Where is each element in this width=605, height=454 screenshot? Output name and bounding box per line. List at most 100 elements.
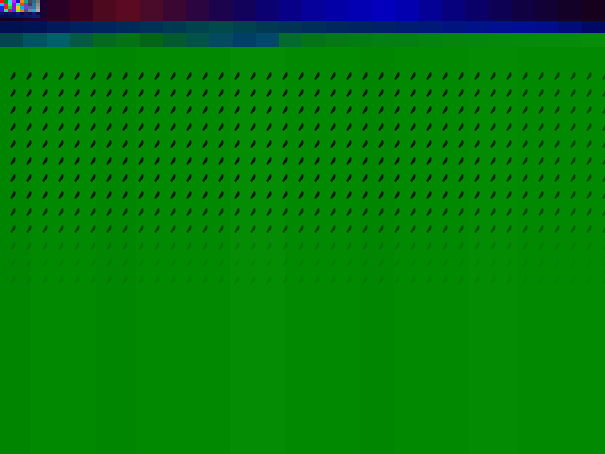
slash-mark bbox=[570, 242, 577, 250]
slash-mark bbox=[218, 106, 225, 114]
slash-mark bbox=[74, 276, 81, 284]
slash-mark bbox=[314, 157, 321, 165]
slash-mark bbox=[314, 225, 321, 233]
slash-mark bbox=[362, 89, 369, 97]
noise-pixel bbox=[24, 3, 28, 6]
slash-mark bbox=[74, 157, 81, 165]
noise-pixel bbox=[12, 9, 16, 12]
band-cell bbox=[325, 21, 349, 33]
band-cell bbox=[69, 0, 94, 21]
slash-mark bbox=[554, 276, 561, 284]
band-teal-cells bbox=[0, 33, 605, 47]
band-cell bbox=[116, 33, 140, 47]
band-cell bbox=[46, 21, 70, 33]
slash-mark bbox=[90, 89, 97, 97]
slash-mark bbox=[266, 225, 273, 233]
slash-mark bbox=[106, 191, 113, 199]
noise-pixel bbox=[24, 9, 28, 12]
slash-mark bbox=[26, 106, 33, 114]
slash-mark bbox=[282, 208, 289, 216]
slash-mark bbox=[346, 140, 353, 148]
slash-mark bbox=[282, 89, 289, 97]
noise-pixel bbox=[4, 12, 8, 15]
band-cell bbox=[581, 33, 605, 47]
noise-pixel bbox=[4, 9, 8, 12]
slash-mark bbox=[170, 157, 177, 165]
band-noise bbox=[0, 0, 605, 21]
slash-mark bbox=[410, 242, 417, 250]
slash-mark bbox=[330, 174, 337, 182]
slash-mark bbox=[362, 225, 369, 233]
slash-mark bbox=[474, 242, 481, 250]
slash-mark bbox=[570, 208, 577, 216]
slash-mark bbox=[538, 157, 545, 165]
band-cell bbox=[46, 0, 70, 21]
noise-pixel bbox=[0, 15, 4, 18]
noise-pixel bbox=[28, 15, 32, 18]
noise-pixel bbox=[36, 0, 40, 3]
band-cell bbox=[255, 21, 280, 33]
noise-pixel bbox=[24, 12, 28, 15]
slash-mark bbox=[42, 140, 49, 148]
slash-mark bbox=[170, 191, 177, 199]
slash-mark bbox=[458, 242, 465, 250]
slash-mark bbox=[58, 191, 65, 199]
band-teal-green bbox=[0, 33, 605, 47]
slash-mark bbox=[506, 157, 513, 165]
slash-mark bbox=[122, 259, 129, 267]
slash-mark bbox=[106, 157, 113, 165]
slash-mark bbox=[10, 259, 17, 267]
slash-mark bbox=[410, 174, 417, 182]
slash-mark bbox=[362, 259, 369, 267]
band-navy-cells bbox=[0, 21, 605, 33]
slash-mark bbox=[410, 123, 417, 131]
slash-mark bbox=[570, 174, 577, 182]
slash-mark bbox=[346, 208, 353, 216]
slash-mark bbox=[538, 191, 545, 199]
band-cell bbox=[23, 33, 47, 47]
slash-mark bbox=[74, 259, 81, 267]
slash-mark bbox=[410, 208, 417, 216]
band-cell bbox=[209, 33, 233, 47]
slash-mark bbox=[122, 208, 129, 216]
slash-mark bbox=[90, 242, 97, 250]
slash-mark bbox=[154, 242, 161, 250]
slash-mark bbox=[586, 191, 593, 199]
band-cell bbox=[186, 21, 210, 33]
slash-mark bbox=[106, 123, 113, 131]
slash-mark bbox=[26, 191, 33, 199]
slash-mark bbox=[506, 106, 513, 114]
slash-mark bbox=[490, 191, 497, 199]
slash-mark bbox=[298, 89, 305, 97]
slash-mark bbox=[346, 89, 353, 97]
slash-mark bbox=[346, 191, 353, 199]
slash-mark bbox=[442, 225, 449, 233]
noise-pixel bbox=[36, 15, 40, 18]
slash-mark bbox=[58, 225, 65, 233]
slash-mark bbox=[330, 276, 337, 284]
slash-mark bbox=[106, 174, 113, 182]
slash-mark bbox=[74, 89, 81, 97]
slash-mark bbox=[138, 106, 145, 114]
band-cell bbox=[186, 33, 210, 47]
slash-mark bbox=[570, 89, 577, 97]
band-cell bbox=[535, 21, 559, 33]
slash-mark bbox=[250, 89, 257, 97]
slash-mark bbox=[218, 123, 225, 131]
slash-mark bbox=[410, 157, 417, 165]
slash-mark bbox=[330, 191, 337, 199]
slash-mark bbox=[554, 208, 561, 216]
slash-mark bbox=[522, 208, 529, 216]
slash-mark bbox=[394, 123, 401, 131]
band-cell bbox=[69, 21, 94, 33]
slash-mark bbox=[314, 208, 321, 216]
slash-mark bbox=[554, 72, 561, 80]
slash-mark bbox=[458, 106, 465, 114]
slash-mark bbox=[266, 89, 273, 97]
slash-mark bbox=[362, 140, 369, 148]
slash-mark bbox=[186, 208, 193, 216]
noise-pixel bbox=[0, 9, 4, 12]
slash-mark bbox=[42, 174, 49, 182]
slash-mark bbox=[170, 276, 177, 284]
slash-mark bbox=[122, 225, 129, 233]
